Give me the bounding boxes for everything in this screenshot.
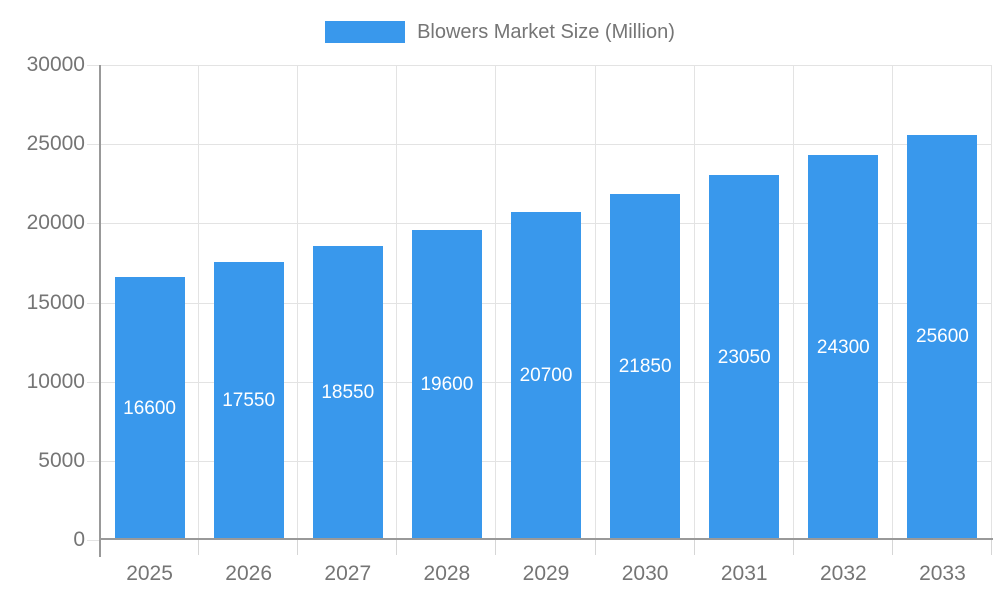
bar-value-label: 16600 <box>123 397 176 419</box>
bar <box>114 277 185 540</box>
bar <box>411 229 482 540</box>
bar-value-label: 23050 <box>717 346 771 368</box>
legend: Blowers Market Size (Million) <box>0 21 1000 43</box>
x-tick-label: 2030 <box>621 562 669 585</box>
x-tick-label: 2028 <box>423 562 471 585</box>
vertical-gridline <box>594 65 596 540</box>
x-axis-tick <box>198 540 200 555</box>
y-axis-line <box>99 65 101 557</box>
bar <box>511 212 581 540</box>
vertical-gridline <box>198 65 200 540</box>
x-tick-label: 2033 <box>919 562 966 585</box>
x-tick-label: 2029 <box>522 562 570 585</box>
x-tick-label: 2025 <box>126 562 173 585</box>
bar-value-label: 19600 <box>420 373 474 395</box>
x-axis-tick <box>693 540 695 555</box>
horizontal-gridline <box>100 144 992 146</box>
x-tick-label: 2027 <box>324 562 372 585</box>
y-tick-label: 0 <box>73 528 85 551</box>
y-axis-tick <box>87 144 99 146</box>
bar <box>610 194 681 540</box>
y-axis-tick <box>87 302 99 304</box>
vertical-gridline <box>396 65 398 540</box>
y-axis-tick <box>87 540 99 541</box>
y-tick-label: 30000 <box>26 53 85 76</box>
bar-value-label: 20700 <box>519 365 573 387</box>
bar <box>808 155 879 540</box>
y-axis-tick <box>87 223 99 225</box>
bar-value-label: 18550 <box>321 382 375 404</box>
x-axis-tick <box>891 540 893 555</box>
x-tick-label: 2031 <box>720 562 768 585</box>
x-axis-tick <box>594 540 596 555</box>
vertical-gridline <box>792 65 794 540</box>
x-axis-tick <box>792 540 794 555</box>
y-tick-label: 25000 <box>26 132 85 156</box>
y-axis-tick <box>87 381 99 383</box>
y-tick-label: 5000 <box>38 448 85 472</box>
x-axis-line <box>99 538 993 540</box>
plot-area: 16600 17550 18550 19600 20700 21850 23050 24300… <box>100 65 992 540</box>
x-tick-label: 2032 <box>819 562 867 585</box>
bar <box>312 246 383 540</box>
bar-value-label: 17550 <box>222 390 276 412</box>
x-axis-tick <box>297 540 299 555</box>
vertical-gridline <box>693 65 695 540</box>
y-axis-tick <box>87 65 99 66</box>
x-axis-tick <box>396 540 398 555</box>
horizontal-gridline <box>100 65 992 66</box>
bar-value-label: 21850 <box>618 356 672 378</box>
y-tick-label: 10000 <box>26 369 85 393</box>
x-axis-tick <box>991 540 992 555</box>
bar-value-label: 24300 <box>816 336 870 358</box>
x-tick-label: 2026 <box>225 562 273 585</box>
y-tick-label: 15000 <box>26 290 85 314</box>
legend-swatch <box>325 21 406 43</box>
vertical-gridline <box>891 65 893 540</box>
bar-value-label: 25600 <box>916 326 969 348</box>
vertical-gridline <box>495 65 497 540</box>
vertical-gridline <box>297 65 299 540</box>
bar <box>709 175 780 540</box>
vertical-gridline <box>991 65 992 540</box>
y-tick-label: 20000 <box>26 211 85 235</box>
bar <box>213 262 284 540</box>
y-axis-tick <box>87 460 99 462</box>
bar <box>907 134 978 540</box>
legend-label: Blowers Market Size (Million) <box>417 20 675 43</box>
x-axis-tick <box>495 540 497 555</box>
